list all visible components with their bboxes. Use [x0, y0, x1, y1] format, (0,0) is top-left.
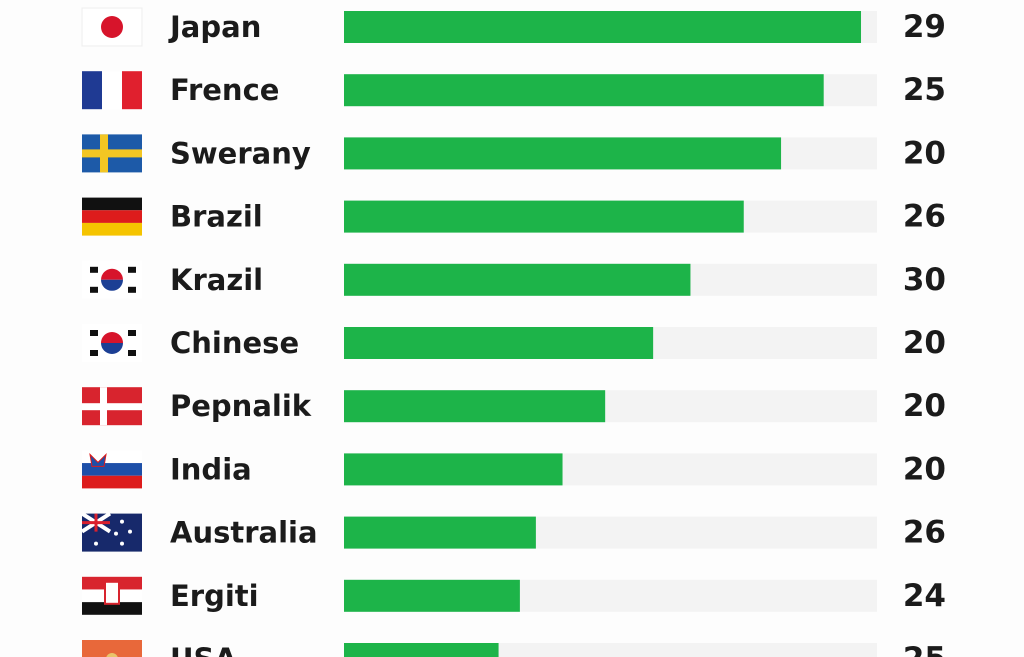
country-name: India — [170, 452, 252, 486]
score: 29 — [903, 9, 946, 45]
row: Pepnalik 20 — [82, 387, 946, 426]
flag-star — [114, 531, 118, 536]
flag-trigram — [128, 266, 136, 273]
flag — [82, 324, 142, 362]
flag-trigram — [90, 350, 98, 356]
flag-emblem — [89, 452, 107, 467]
flag-star — [128, 529, 132, 534]
score: 20 — [903, 325, 946, 361]
flag — [82, 450, 142, 489]
score: 25 — [903, 641, 946, 657]
flag-stripe — [82, 197, 142, 211]
score: 24 — [903, 578, 946, 614]
flag-star — [120, 541, 124, 546]
flag-yin — [101, 268, 123, 280]
flag-cross — [82, 149, 142, 158]
score: 20 — [903, 388, 946, 424]
row: Frence 25 — [82, 71, 946, 110]
score: 20 — [903, 451, 946, 487]
flag-cross — [82, 403, 142, 411]
row: Ergiti 24 — [82, 576, 946, 615]
flag-trigram — [90, 266, 98, 273]
flag-trigram — [90, 330, 98, 336]
score: 20 — [903, 135, 946, 171]
row: Chinese 20 — [82, 324, 946, 362]
flag-emblem — [104, 580, 120, 605]
flag-yin — [101, 332, 123, 343]
country-name: Brazil — [170, 200, 263, 234]
flag-field — [82, 640, 142, 657]
bar — [344, 453, 563, 486]
flag — [82, 197, 142, 236]
flag-trigram — [128, 286, 136, 293]
flag-trigram — [128, 350, 136, 356]
flag-stripe — [102, 71, 122, 110]
score: 26 — [903, 515, 946, 551]
score: 25 — [903, 72, 946, 108]
row: Swerany 20 — [82, 134, 946, 173]
flag-star — [120, 519, 124, 524]
row: Australia 26 — [80, 511, 946, 552]
country-name: Chinese — [170, 326, 299, 360]
bar — [344, 137, 782, 170]
row: Krazil 30 — [82, 260, 946, 299]
row: Brazil 26 — [82, 197, 946, 236]
score: 26 — [903, 199, 946, 235]
country-name: Australia — [170, 516, 318, 550]
flag — [82, 576, 142, 615]
country-name: Japan — [168, 10, 261, 44]
flag-stripe — [82, 463, 142, 476]
flag — [80, 511, 142, 552]
bar — [344, 200, 744, 233]
flag-stripe — [82, 222, 142, 236]
flag-stripe — [122, 71, 142, 110]
flag-trigram — [128, 330, 136, 336]
bar — [344, 263, 691, 296]
country-name: Frence — [170, 73, 279, 107]
flag-yang — [101, 343, 123, 354]
bar — [344, 11, 862, 43]
flag — [82, 71, 142, 110]
bar — [344, 516, 536, 549]
flag-stripe — [82, 450, 142, 464]
flag — [81, 7, 143, 47]
flag-yang — [101, 279, 123, 291]
country-name: Ergiti — [170, 579, 259, 613]
country-name: Krazil — [170, 263, 263, 297]
bar — [344, 327, 654, 359]
flag — [82, 640, 142, 657]
flag — [82, 387, 142, 426]
flag-disc — [101, 16, 123, 38]
flag-stripe — [82, 210, 142, 223]
row: India 20 — [82, 450, 946, 489]
flag-stripe — [82, 475, 142, 489]
flag-star — [94, 541, 98, 546]
country-name: USA — [170, 642, 237, 657]
flag — [82, 134, 142, 173]
bar — [344, 579, 520, 612]
score: 30 — [903, 262, 946, 298]
flag-trigram — [90, 286, 98, 293]
flag-jack — [82, 513, 110, 532]
flag-stripe — [82, 71, 102, 110]
flag — [82, 260, 142, 299]
bar — [344, 390, 606, 423]
bar — [344, 643, 499, 657]
flag-emblem — [106, 653, 118, 657]
country-name: Swerany — [170, 136, 311, 170]
row: Japan 29 — [81, 7, 946, 47]
bar — [344, 74, 824, 107]
country-name: Pepnalik — [170, 389, 312, 423]
flag-stripe — [82, 602, 142, 615]
row: USA 25 — [82, 640, 946, 657]
